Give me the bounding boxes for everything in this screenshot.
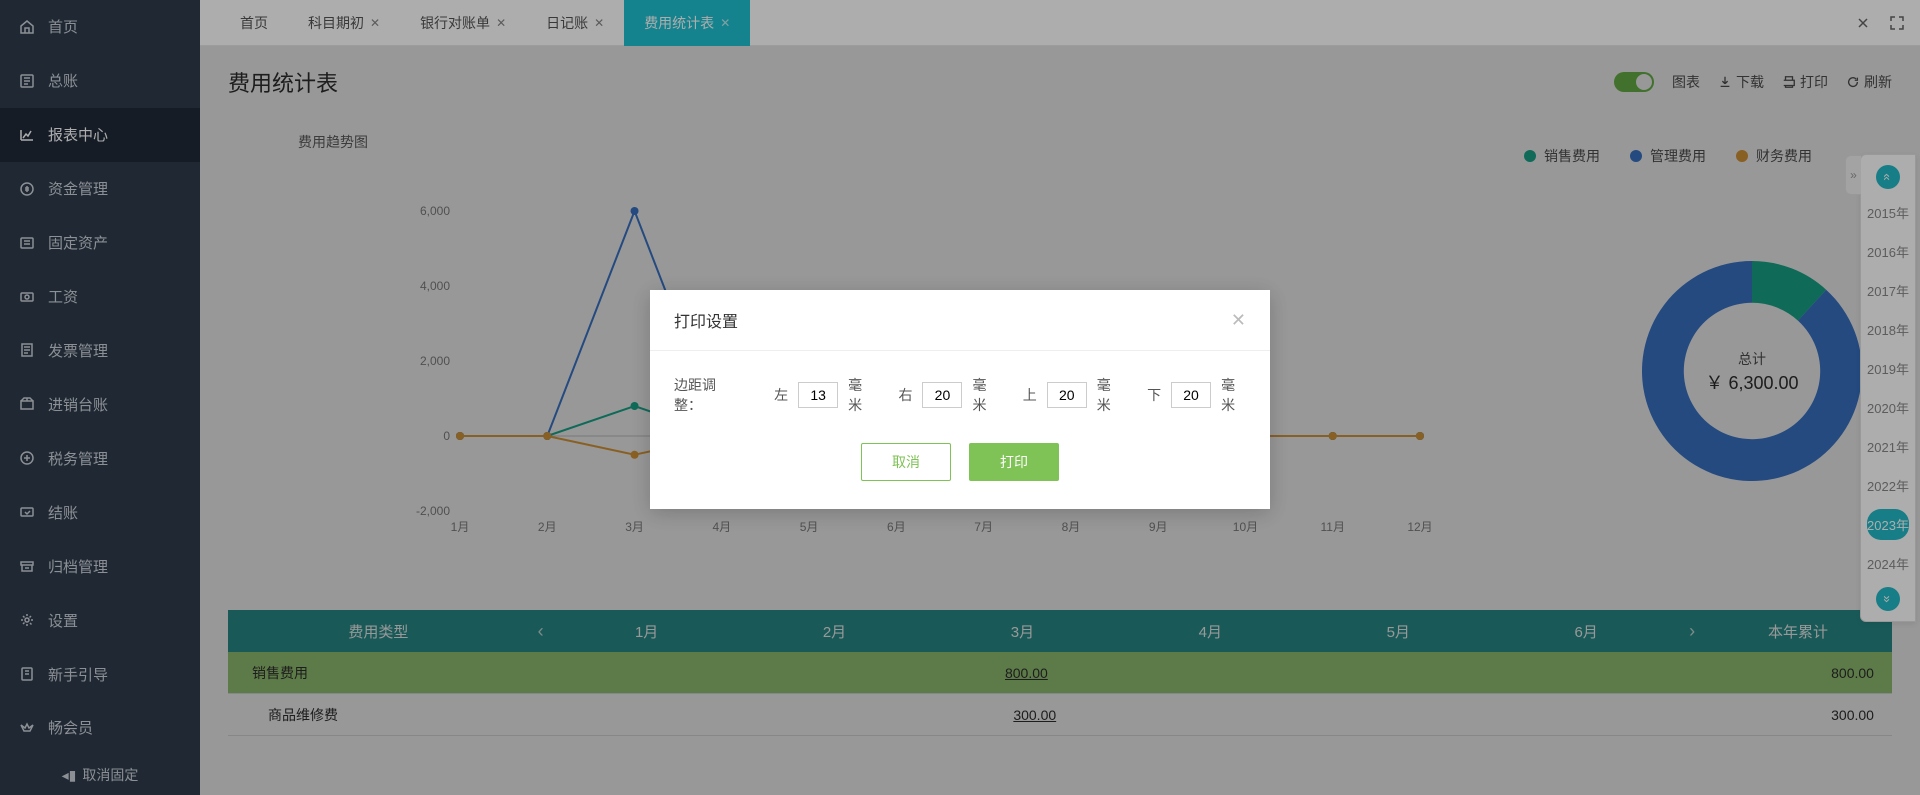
modal-close-icon[interactable]: ✕ [1231, 310, 1246, 331]
unit-label: 毫米 [848, 375, 873, 415]
unit-label: 毫米 [972, 375, 997, 415]
cancel-button[interactable]: 取消 [861, 443, 951, 481]
margin-right-label: 右 [898, 385, 912, 405]
margin-left-label: 左 [774, 385, 788, 405]
unit-label: 毫米 [1097, 375, 1122, 415]
modal-title: 打印设置 [674, 308, 738, 332]
margin-top-label: 上 [1023, 385, 1037, 405]
margin-top-input[interactable] [1047, 382, 1087, 408]
margin-label: 边距调整： [674, 375, 736, 415]
margin-left-input[interactable] [798, 382, 838, 408]
margin-right-input[interactable] [922, 382, 962, 408]
margin-bottom-input[interactable] [1171, 382, 1211, 408]
unit-label: 毫米 [1221, 375, 1246, 415]
print-settings-modal: 打印设置 ✕ 边距调整： 左 毫米 右 毫米 上 毫米 下 毫米 取消 打印 [650, 290, 1270, 509]
margin-bottom-label: 下 [1147, 385, 1161, 405]
confirm-print-button[interactable]: 打印 [969, 443, 1059, 481]
